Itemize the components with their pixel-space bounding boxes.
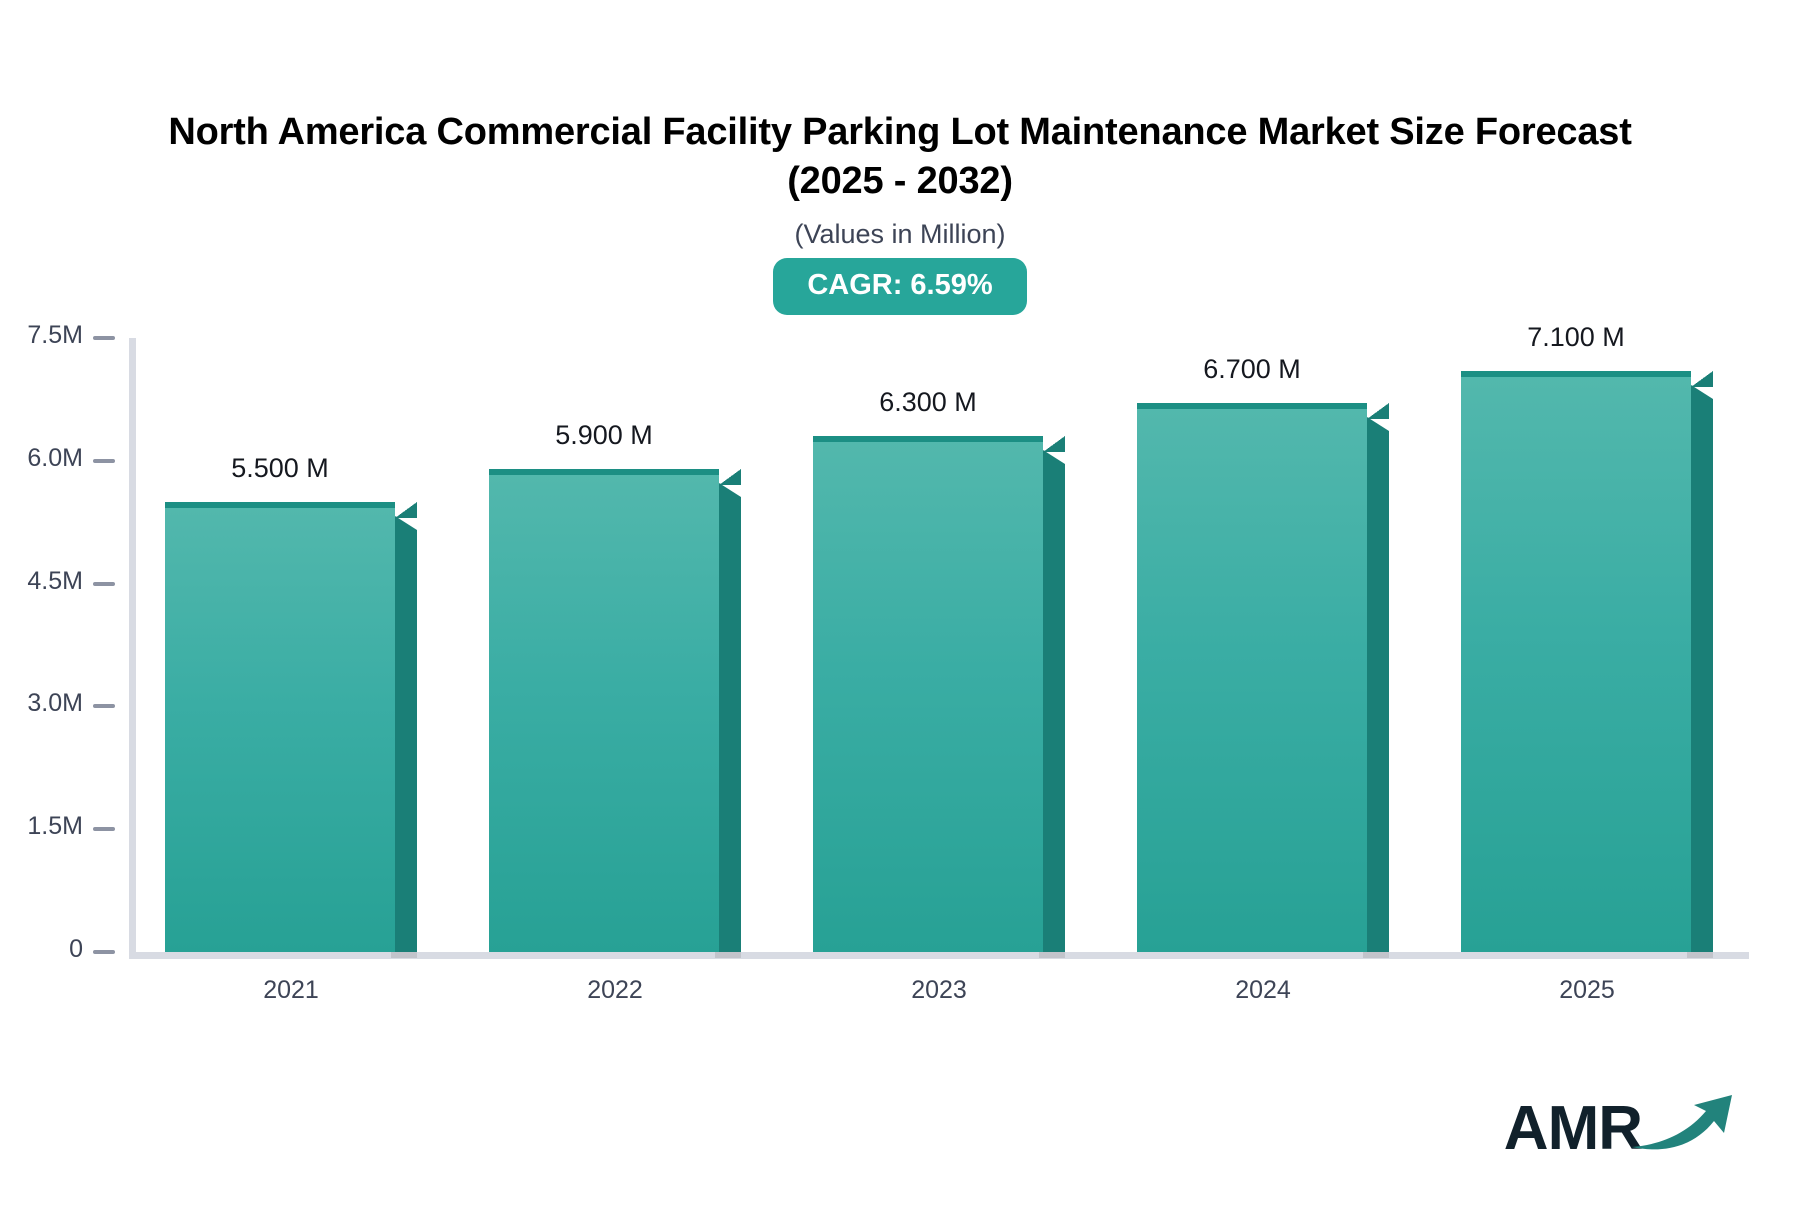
- bar-group: 7.100 M 2025: [1461, 322, 1713, 1004]
- y-axis-tick-label: 1.5M: [27, 812, 83, 841]
- bar-top-edge: [165, 502, 395, 508]
- bar-shadow: [715, 952, 741, 958]
- bar-value-label: 5.500 M: [231, 453, 329, 483]
- bar[interactable]: [165, 502, 417, 958]
- bar-shadow: [1039, 952, 1065, 958]
- bar-side-cap: [719, 469, 741, 485]
- y-axis-tick-mark: [93, 704, 115, 709]
- bar[interactable]: [489, 469, 741, 958]
- bar[interactable]: [1461, 371, 1713, 958]
- bar-front-face: [165, 502, 395, 952]
- chart-subtitle: (Values in Million): [794, 219, 1006, 250]
- x-axis-tick-label: 2024: [1235, 976, 1291, 1004]
- bar-shadow: [1687, 952, 1713, 958]
- bar-shadow: [391, 952, 417, 958]
- x-axis-tick-label: 2023: [911, 976, 967, 1004]
- chart-title-line2: (2025 - 2032): [787, 159, 1013, 202]
- bar-side-face: [395, 516, 417, 952]
- bar-top-edge: [1137, 403, 1367, 409]
- growth-arrow-icon: [1628, 1091, 1736, 1158]
- bar-value-label: 6.300 M: [879, 387, 977, 417]
- bar-side-face: [1043, 450, 1065, 952]
- bar-side-cap: [1691, 371, 1713, 387]
- cagr-badge-wrapper: CAGR: 6.59%: [0, 258, 1800, 316]
- bar-side-face: [1691, 385, 1713, 952]
- bar-value-label: 6.700 M: [1203, 354, 1301, 384]
- y-axis-tick-mark: [93, 458, 115, 463]
- bar-side-cap: [1043, 436, 1065, 452]
- bar-group: 6.700 M 2024: [1137, 338, 1389, 1004]
- bar-top-edge: [489, 469, 719, 475]
- bar-series: 5.500 M 2021 5.900 M 2022 6.300 M 2023 6.700 M…: [129, 322, 1749, 1004]
- bar-side-cap: [1367, 403, 1389, 419]
- cagr-badge: CAGR: 6.59%: [773, 258, 1027, 316]
- chart-title: North America Commercial Facility Parkin…: [80, 108, 1720, 205]
- bar-group: 5.500 M 2021: [165, 338, 417, 1004]
- bar-front-face: [1461, 371, 1691, 952]
- x-axis-tick-label: 2021: [263, 976, 319, 1004]
- x-axis-tick-label: 2025: [1559, 976, 1615, 1004]
- bar-front-face: [813, 436, 1043, 952]
- amr-logo: AMR: [1504, 1091, 1736, 1160]
- chart-title-line1: North America Commercial Facility Parkin…: [168, 111, 1632, 153]
- bar-top-edge: [1461, 371, 1691, 377]
- bar-value-label: 5.900 M: [555, 420, 653, 450]
- plot-area: 7.5M 6.0M 4.5M 3.0M 1.5M 0 5.500 M 2021 5.900 M…: [0, 321, 1800, 1004]
- y-axis-tick-label: 7.5M: [27, 321, 83, 349]
- bar-shadow: [1363, 952, 1389, 958]
- y-axis-tick-mark: [93, 827, 115, 832]
- bar-front-face: [489, 469, 719, 952]
- x-axis-tick-label: 2022: [587, 976, 643, 1004]
- bar-group: 6.300 M 2023: [813, 338, 1065, 1004]
- bar[interactable]: [1137, 403, 1389, 958]
- bar-group: 5.900 M 2022: [489, 338, 741, 1004]
- bar-value-label: 7.100 M: [1527, 322, 1625, 352]
- y-axis-tick-mark: [93, 336, 115, 340]
- bar-side-cap: [395, 502, 417, 518]
- title-block: North America Commercial Facility Parkin…: [0, 108, 1800, 316]
- y-axis-tick-label: 4.5M: [27, 566, 83, 595]
- y-axis-tick-label: 0: [69, 935, 83, 963]
- amr-logo-text: AMR: [1503, 1094, 1643, 1163]
- bar[interactable]: [813, 436, 1065, 958]
- bar-side-face: [719, 483, 741, 952]
- bar-front-face: [1137, 403, 1367, 952]
- x-axis-line: [129, 952, 1749, 959]
- y-axis-tick-label: 3.0M: [27, 689, 83, 718]
- y-axis-tick-mark: [93, 950, 115, 954]
- bar-top-edge: [813, 436, 1043, 442]
- bar-side-face: [1367, 417, 1389, 952]
- y-axis-tick-label: 6.0M: [27, 443, 83, 472]
- y-axis-tick-mark: [93, 581, 115, 586]
- y-axis-line: [129, 338, 136, 958]
